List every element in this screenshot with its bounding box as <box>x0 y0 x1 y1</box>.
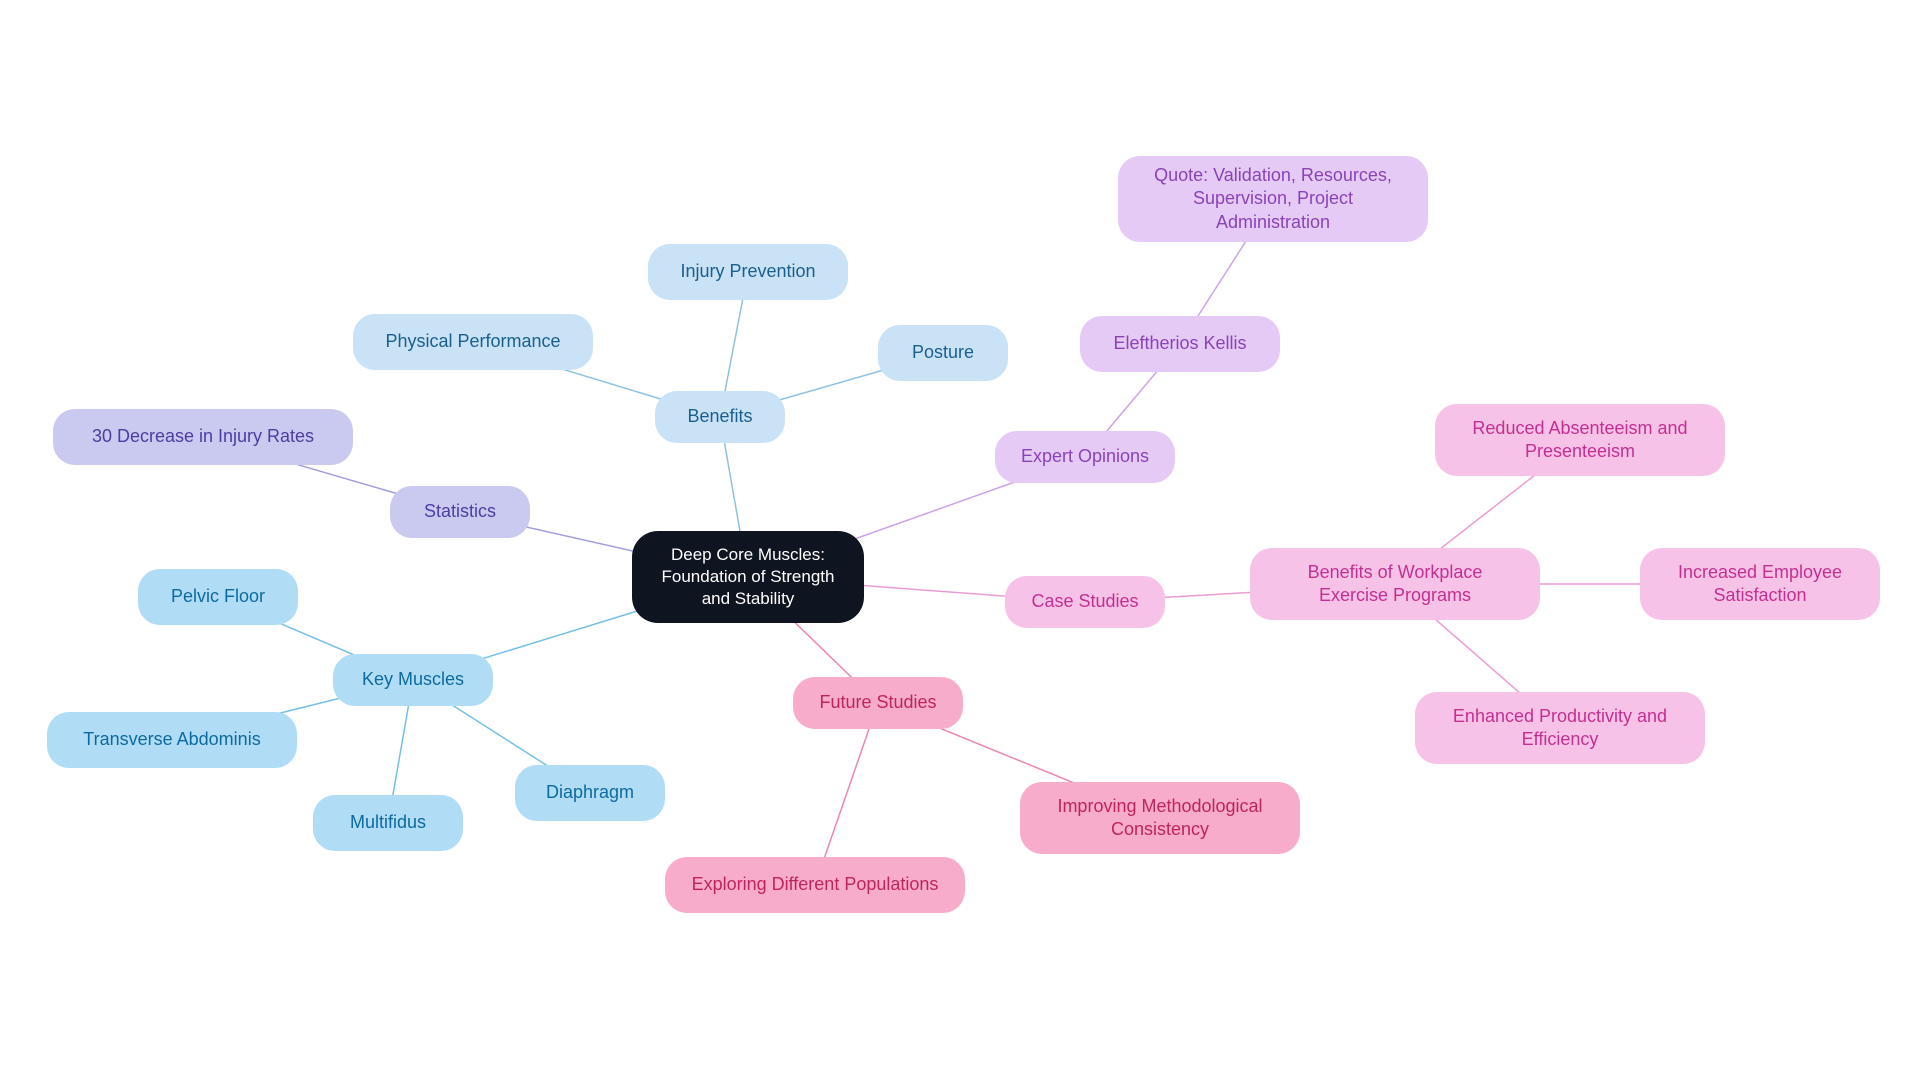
branch-keymuscles-label: Key Muscles <box>362 668 464 691</box>
branch-benefits: Benefits <box>655 391 785 443</box>
node-transverse: Transverse Abdominis <box>47 712 297 768</box>
node-quote: Quote: Validation, Resources, Supervisio… <box>1118 156 1428 242</box>
node-absent: Reduced Absenteeism and Presenteeism <box>1435 404 1725 476</box>
node-posture: Posture <box>878 325 1008 381</box>
node-thirty-label: 30 Decrease in Injury Rates <box>92 425 314 448</box>
branch-future: Future Studies <box>793 677 963 729</box>
branch-benefits-label: Benefits <box>687 405 752 428</box>
branch-keymuscles: Key Muscles <box>333 654 493 706</box>
edge-layer <box>0 0 1920 1083</box>
node-kellis-label: Eleftherios Kellis <box>1113 332 1246 355</box>
node-product-label: Enhanced Productivity and Efficiency <box>1439 705 1681 752</box>
node-workplace: Benefits of Workplace Exercise Programs <box>1250 548 1540 620</box>
node-diaphragm: Diaphragm <box>515 765 665 821</box>
branch-statistics-label: Statistics <box>424 500 496 523</box>
node-pelvic: Pelvic Floor <box>138 569 298 625</box>
central-node-label: Deep Core Muscles: Foundation of Strengt… <box>656 544 840 610</box>
node-physperf-label: Physical Performance <box>385 330 560 353</box>
node-multifidus-label: Multifidus <box>350 811 426 834</box>
node-injury: Injury Prevention <box>648 244 848 300</box>
node-satisf-label: Increased Employee Satisfaction <box>1664 561 1856 608</box>
node-posture-label: Posture <box>912 341 974 364</box>
node-absent-label: Reduced Absenteeism and Presenteeism <box>1459 417 1701 464</box>
node-popul: Exploring Different Populations <box>665 857 965 913</box>
branch-expert: Expert Opinions <box>995 431 1175 483</box>
node-satisf: Increased Employee Satisfaction <box>1640 548 1880 620</box>
central-node: Deep Core Muscles: Foundation of Strengt… <box>632 531 864 623</box>
node-quote-label: Quote: Validation, Resources, Supervisio… <box>1142 164 1404 234</box>
node-method-label: Improving Methodological Consistency <box>1044 795 1276 842</box>
node-injury-label: Injury Prevention <box>680 260 815 283</box>
branch-statistics: Statistics <box>390 486 530 538</box>
branch-case-label: Case Studies <box>1031 590 1138 613</box>
node-diaphragm-label: Diaphragm <box>546 781 634 804</box>
node-multifidus: Multifidus <box>313 795 463 851</box>
branch-future-label: Future Studies <box>819 691 936 714</box>
node-physperf: Physical Performance <box>353 314 593 370</box>
node-pelvic-label: Pelvic Floor <box>171 585 265 608</box>
node-thirty: 30 Decrease in Injury Rates <box>53 409 353 465</box>
node-transverse-label: Transverse Abdominis <box>83 728 260 751</box>
node-product: Enhanced Productivity and Efficiency <box>1415 692 1705 764</box>
node-popul-label: Exploring Different Populations <box>692 873 939 896</box>
branch-case: Case Studies <box>1005 576 1165 628</box>
node-kellis: Eleftherios Kellis <box>1080 316 1280 372</box>
node-method: Improving Methodological Consistency <box>1020 782 1300 854</box>
branch-expert-label: Expert Opinions <box>1021 445 1149 468</box>
node-workplace-label: Benefits of Workplace Exercise Programs <box>1274 561 1516 608</box>
